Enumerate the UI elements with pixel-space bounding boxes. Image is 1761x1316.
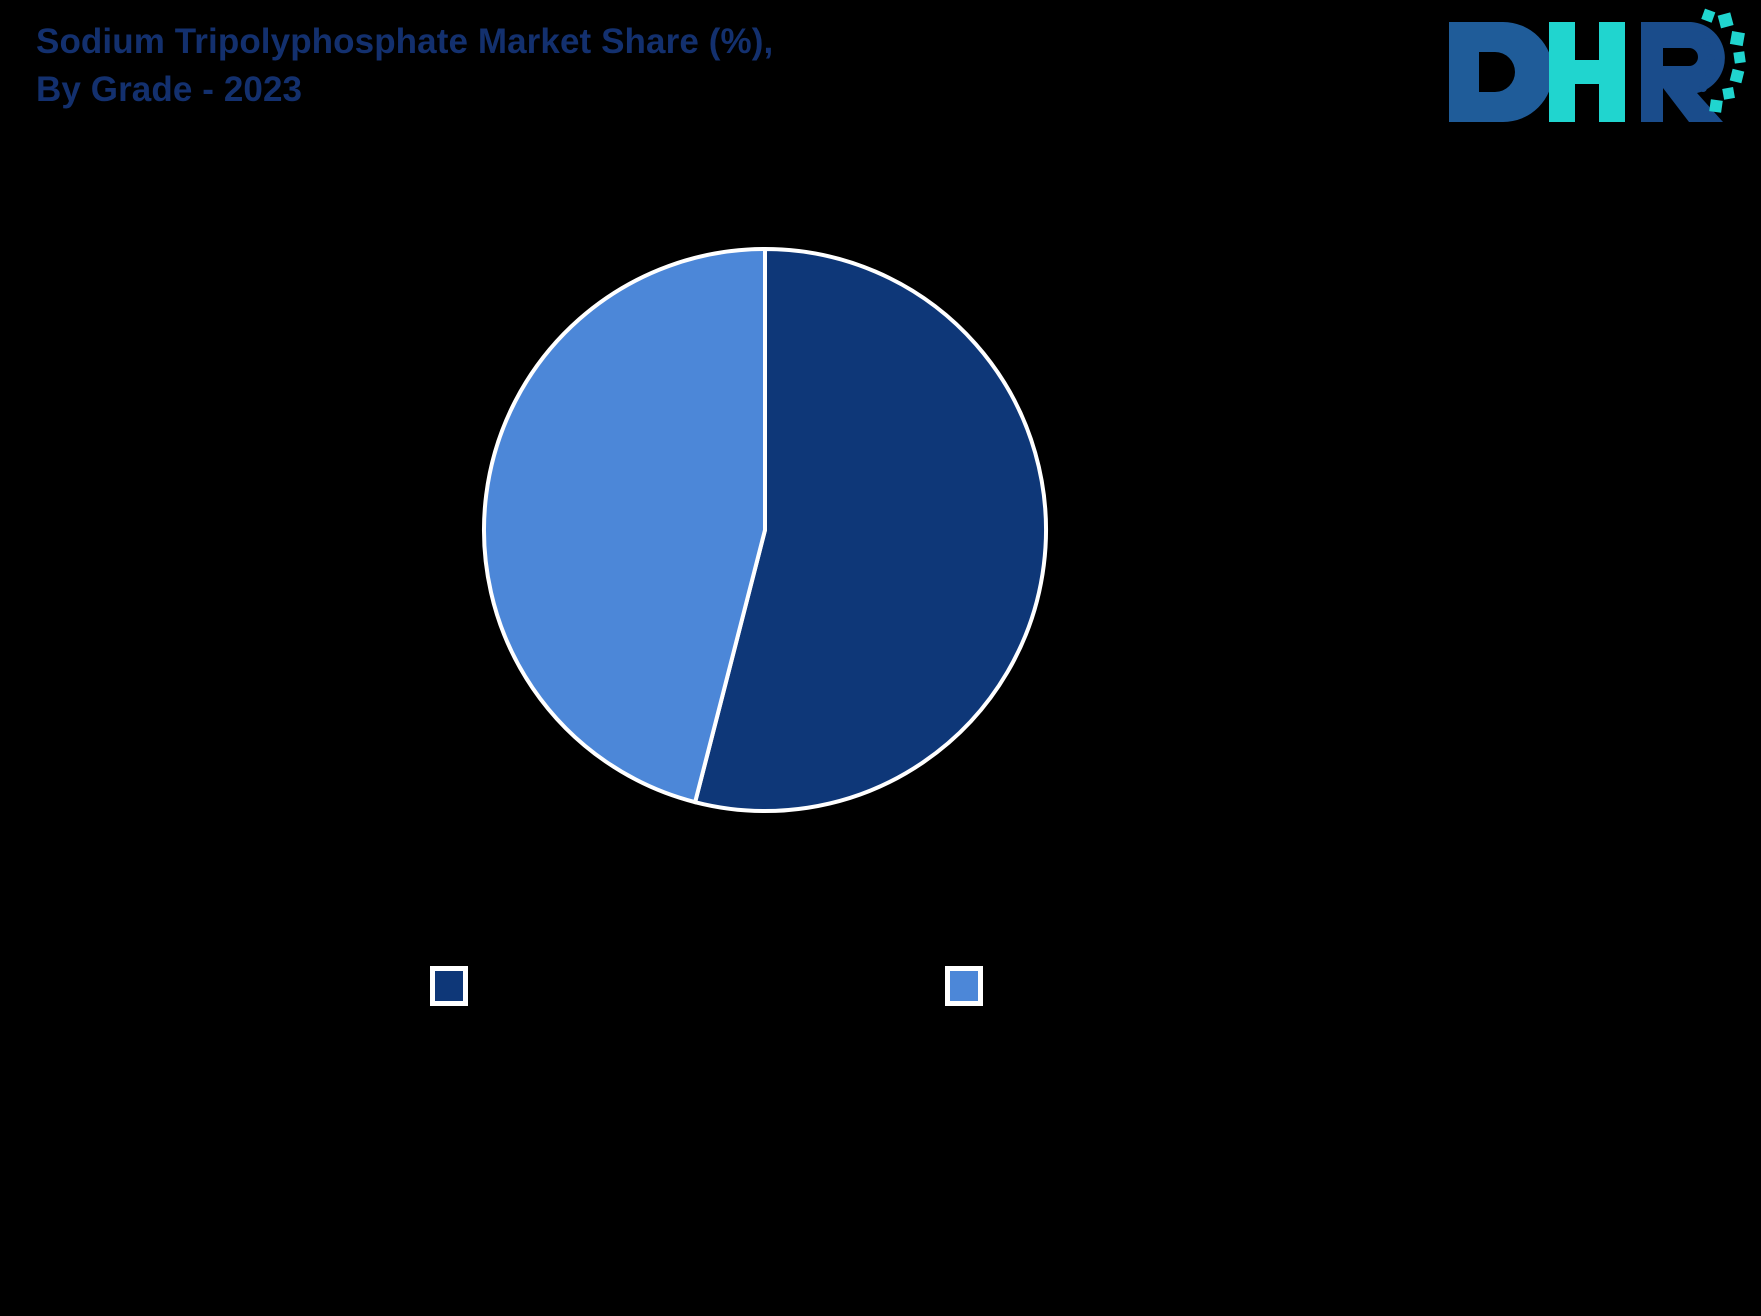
logo-dot-arc-icon: [1695, 8, 1746, 113]
legend-swatch-0: [430, 966, 468, 1006]
logo-letter-r-icon: [1641, 22, 1725, 122]
pie-slice-group: [482, 247, 1048, 813]
pie-slice-1[interactable]: [482, 247, 767, 805]
dhr-logo: [1441, 8, 1751, 136]
legend-swatch-1: [945, 966, 983, 1006]
page-title: Sodium Tripolyphosphate Market Share (%)…: [36, 22, 774, 110]
chart-legend: [0, 966, 1761, 1026]
dhr-logo-svg: [1449, 8, 1746, 122]
logo-letter-h-icon: [1549, 22, 1625, 122]
pie-slice-0[interactable]: [693, 247, 1048, 813]
logo-letter-d-icon: [1449, 22, 1553, 122]
legend-item-1[interactable]: [945, 966, 995, 1006]
legend-item-0[interactable]: [430, 966, 480, 1006]
